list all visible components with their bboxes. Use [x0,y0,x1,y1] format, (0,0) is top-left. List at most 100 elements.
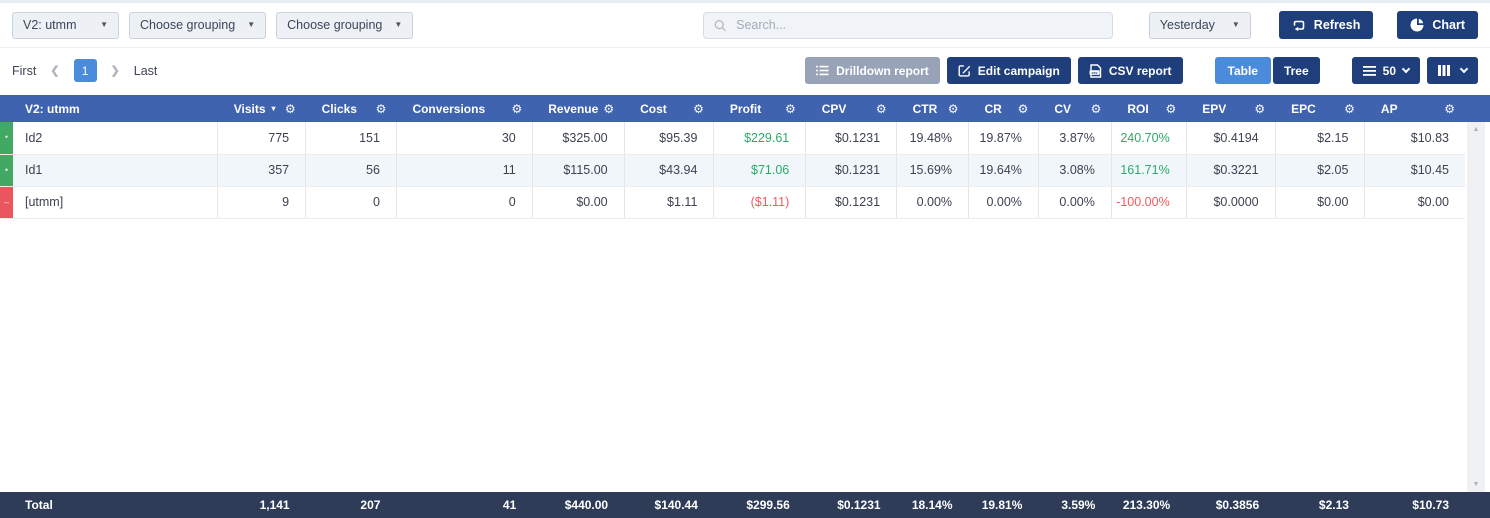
cell-conversions: 11 [395,154,533,187]
total-cell-ap: $10.73 [1412,498,1449,512]
total-cell-visits: 1,141 [259,498,290,512]
cell-cpv: $0.1231 [805,186,897,219]
column-label: EPC [1291,101,1316,116]
row-name: [utmm] [25,195,64,209]
variable-dropdown[interactable]: V2: utmm ▼ [12,11,119,39]
total-cell-clicks: 207 [360,498,381,512]
column-settings-icon[interactable]: ⚙ [375,101,387,116]
column-header-revenue[interactable]: Revenue ⚙ [532,95,624,122]
row-name: Id2 [25,130,43,145]
rows-per-page-value: 50 [1382,63,1396,78]
svg-text:csv: csv [1091,70,1097,74]
date-range-dropdown[interactable]: Yesterday ▼ [1148,11,1251,39]
column-settings-icon[interactable]: ⚙ [947,101,959,116]
chevron-down-icon: ▼ [394,20,403,29]
cell-cv: 3.87% [1037,122,1112,155]
column-settings-icon[interactable]: ⚙ [1017,101,1029,116]
row-name-cell[interactable]: • Id1 [0,154,218,187]
column-label: ROI [1127,101,1149,116]
pagination: First ❮ 1 ❯ Last [12,59,157,82]
column-header-roi[interactable]: ROI ⚙ [1111,95,1186,122]
refresh-button[interactable]: Refresh [1278,11,1374,39]
cell-clicks: 0 [305,186,397,219]
column-header-ap[interactable]: AP ⚙ [1365,95,1465,122]
row-name: Id1 [25,163,43,177]
cell-clicks: 151 [305,122,397,155]
column-header-visits[interactable]: Visits ▾ ⚙ [218,95,306,122]
scroll-down-icon[interactable]: ▼ [1472,481,1480,488]
cell-cv: 3.08% [1037,154,1112,187]
pagination-first[interactable]: First [12,63,37,78]
cell-cpv: $0.1231 [805,154,897,187]
columns-settings-dropdown[interactable] [1427,57,1478,84]
cell-cr: 0.00% [968,186,1039,219]
column-header-profit[interactable]: Profit ⚙ [714,95,806,122]
cell-cr: 19.87% [968,122,1039,155]
total-bar: Total 1,141 207 41 $440.00 $140.44 $299.56 $0.… [0,492,1490,518]
refresh-label: Refresh [1313,18,1361,32]
total-cell-roi: 213.30% [1122,498,1171,512]
status-indicator-green: • [0,122,13,154]
csv-file-icon: csv [1089,63,1102,78]
column-settings-icon[interactable]: ⚙ [1344,101,1355,116]
column-header-epc[interactable]: EPC ⚙ [1275,95,1365,122]
column-header-ctr[interactable]: CTR ⚙ [897,95,969,122]
pagination-current-page[interactable]: 1 [73,59,97,82]
column-settings-icon[interactable]: ⚙ [693,101,704,116]
cell-epc: $2.05 [1274,154,1365,187]
pagination-last[interactable]: Last [133,63,158,78]
table-row: – [utmm] 9 0 0 $0.00 $1.11 ($1.11) $0.1231 0.00% 0… [0,186,1465,219]
chevron-right-icon[interactable]: ❯ [110,65,120,77]
column-settings-icon[interactable]: ⚙ [284,101,296,116]
search-icon [714,19,726,31]
column-settings-icon[interactable]: ⚙ [875,101,887,116]
rows-per-page-dropdown[interactable]: 50 [1351,57,1420,84]
column-settings-icon[interactable]: ⚙ [1090,101,1102,116]
cell-ctr: 19.48% [896,122,969,155]
row-name-cell[interactable]: – [utmm] [0,186,218,219]
table-view-label: Table [1227,63,1258,78]
row-name-cell[interactable]: • Id2 [0,122,218,155]
cell-epv: $0.3221 [1185,154,1276,187]
column-header-cv[interactable]: CV ⚙ [1038,95,1111,122]
chart-button[interactable]: Chart [1397,11,1478,39]
total-cell-cost: $140.44 [654,498,698,512]
column-settings-icon[interactable]: ⚙ [1254,101,1266,116]
refresh-icon [1293,20,1305,31]
total-cell-conversions: 41 [502,498,517,512]
csv-report-button[interactable]: csv CSV report [1077,57,1183,84]
cell-ap: $10.45 [1364,154,1465,187]
column-settings-icon[interactable]: ⚙ [511,101,523,116]
tree-view-label: Tree [1283,63,1309,78]
column-header-epv[interactable]: EPV ⚙ [1186,95,1275,122]
cell-visits: 357 [217,154,306,187]
column-header-conversions[interactable]: Conversions ⚙ [396,95,532,122]
total-cell-ctr: 18.14% [911,498,953,512]
column-header-cr[interactable]: CR ⚙ [969,95,1039,122]
column-settings-icon[interactable]: ⚙ [1165,101,1177,116]
column-settings-icon[interactable]: ⚙ [603,101,615,116]
cell-cpv: $0.1231 [805,122,897,155]
column-settings-icon[interactable]: ⚙ [1444,101,1455,116]
column-header-name[interactable]: V2: utmm [25,101,80,116]
column-header-cpv[interactable]: CPV ⚙ [806,95,897,122]
cell-cost: $43.94 [623,154,714,187]
search-input[interactable] [734,17,1102,33]
total-table: Total 1,141 207 41 $440.00 $140.44 $299.56 $0.… [0,492,1465,518]
grouping-dropdown-1-value: Choose grouping [140,18,236,32]
column-settings-icon[interactable]: ⚙ [785,101,796,116]
table-view-toggle[interactable]: Table [1214,57,1271,84]
cell-ap: $0.00 [1364,186,1465,219]
vertical-scrollbar[interactable]: ▲ ▼ [1467,122,1485,492]
chevron-left-icon[interactable]: ❮ [50,65,60,77]
variable-dropdown-value: V2: utmm [23,18,77,32]
column-header-clicks[interactable]: Clicks ⚙ [306,95,397,122]
scroll-up-icon[interactable]: ▲ [1472,126,1480,133]
cell-roi: 161.71% [1110,154,1187,187]
grouping-dropdown-1[interactable]: Choose grouping ▼ [129,11,267,39]
tree-view-toggle[interactable]: Tree [1272,57,1320,84]
grouping-dropdown-2[interactable]: Choose grouping ▼ [276,11,414,39]
edit-campaign-button[interactable]: Edit campaign [946,57,1071,84]
drilldown-report-button[interactable]: Drilldown report [805,57,940,84]
column-header-cost[interactable]: Cost ⚙ [624,95,714,122]
